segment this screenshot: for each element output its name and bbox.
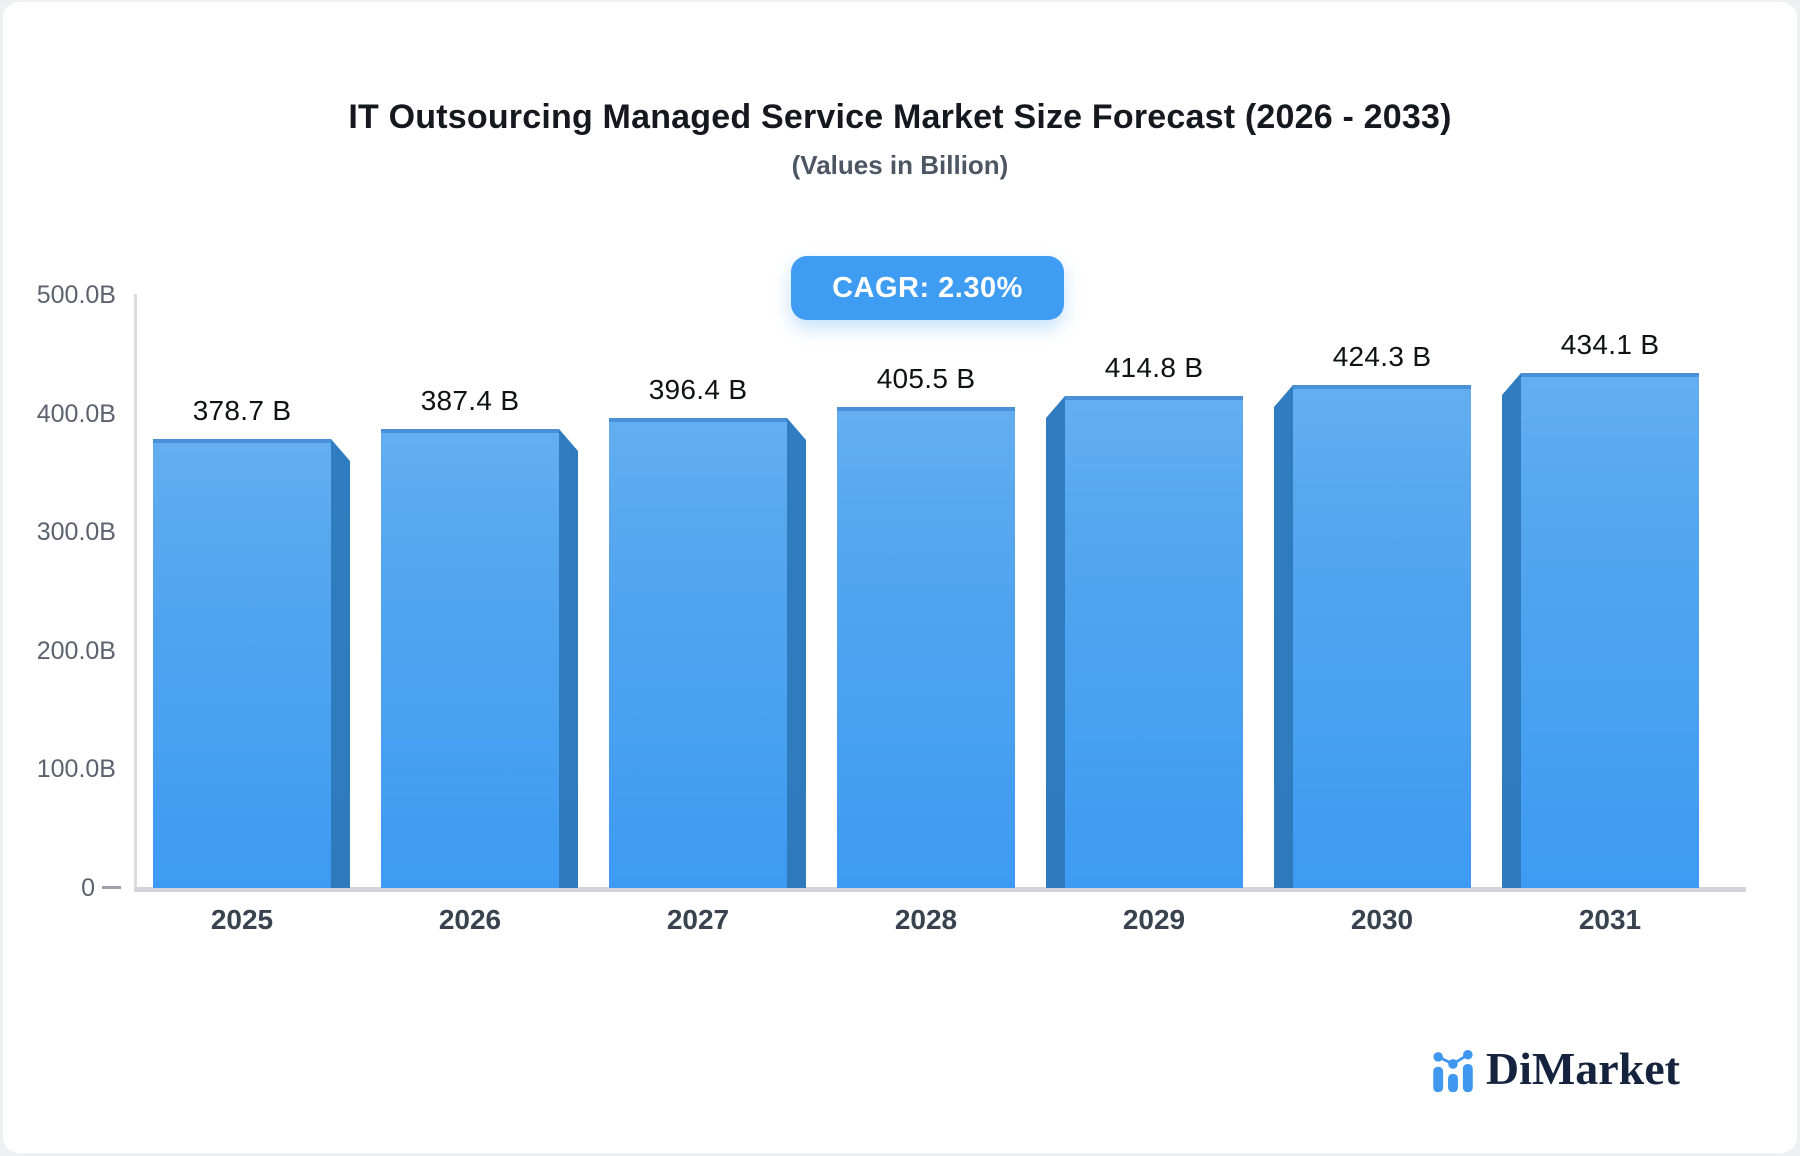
bar-value-label: 434.1 B: [1560, 329, 1660, 360]
chart-card: IT Outsourcing Managed Service Market Si…: [3, 2, 1797, 1153]
x-tick-label: 2025: [210, 904, 274, 935]
bar: [609, 418, 787, 888]
bar-line-chart-icon: [1433, 1049, 1473, 1093]
x-tick-label: 2031: [1578, 904, 1642, 935]
bar-value-label: 424.3 B: [1332, 341, 1432, 372]
bar: [1065, 396, 1243, 888]
bar: [837, 407, 1015, 888]
x-tick-label: 2026: [438, 904, 502, 935]
y-tick-label: 200.0B: [36, 637, 116, 665]
y-tick-label: 100.0B: [36, 755, 116, 783]
bar: [153, 439, 331, 888]
bar-side-face: [331, 439, 350, 888]
x-tick-label: 2027: [666, 904, 730, 935]
bar-chart: 500.0B 400.0B 300.0B 200.0B 100.0B 0 378.7 B 20…: [3, 2, 1797, 1153]
dimarket-logo: DiMarket: [1430, 1040, 1680, 1098]
cagr-badge-label: CAGR: 2.30%: [832, 271, 1023, 304]
chart-title: IT Outsourcing Managed Service Market Si…: [348, 98, 1452, 136]
bar-value-label: 378.7 B: [192, 395, 292, 426]
bar-value-label: 396.4 B: [648, 374, 748, 405]
chart-subtitle: (Values in Billion): [791, 150, 1009, 180]
y-tick-label: 500.0B: [36, 281, 116, 309]
bar-side-face: [559, 429, 578, 888]
x-axis-line: [134, 887, 1746, 892]
cagr-badge: CAGR: 2.30%: [791, 256, 1064, 320]
bar-value-label: 405.5 B: [876, 363, 976, 394]
y-tick-label: 0: [81, 874, 95, 902]
logo-text: DiMarket: [1485, 1043, 1680, 1094]
y-tick-label: 300.0B: [36, 518, 116, 546]
y-tick-label: 400.0B: [36, 400, 116, 428]
bar-side-face: [1046, 396, 1065, 888]
bar: [1293, 385, 1471, 888]
bar: [1521, 373, 1699, 888]
bar-value-label: 414.8 B: [1104, 352, 1204, 383]
bar-side-face: [1274, 385, 1293, 888]
bar-value-label: 387.4 B: [420, 385, 520, 416]
x-tick-label: 2030: [1350, 904, 1414, 935]
zero-tick-mark: [102, 886, 121, 889]
bar-side-face: [1502, 373, 1521, 888]
x-tick-label: 2029: [1122, 904, 1186, 935]
x-tick-label: 2028: [894, 904, 958, 935]
bar-side-face: [787, 418, 806, 888]
y-axis-line: [134, 294, 137, 890]
bar: [381, 429, 559, 888]
